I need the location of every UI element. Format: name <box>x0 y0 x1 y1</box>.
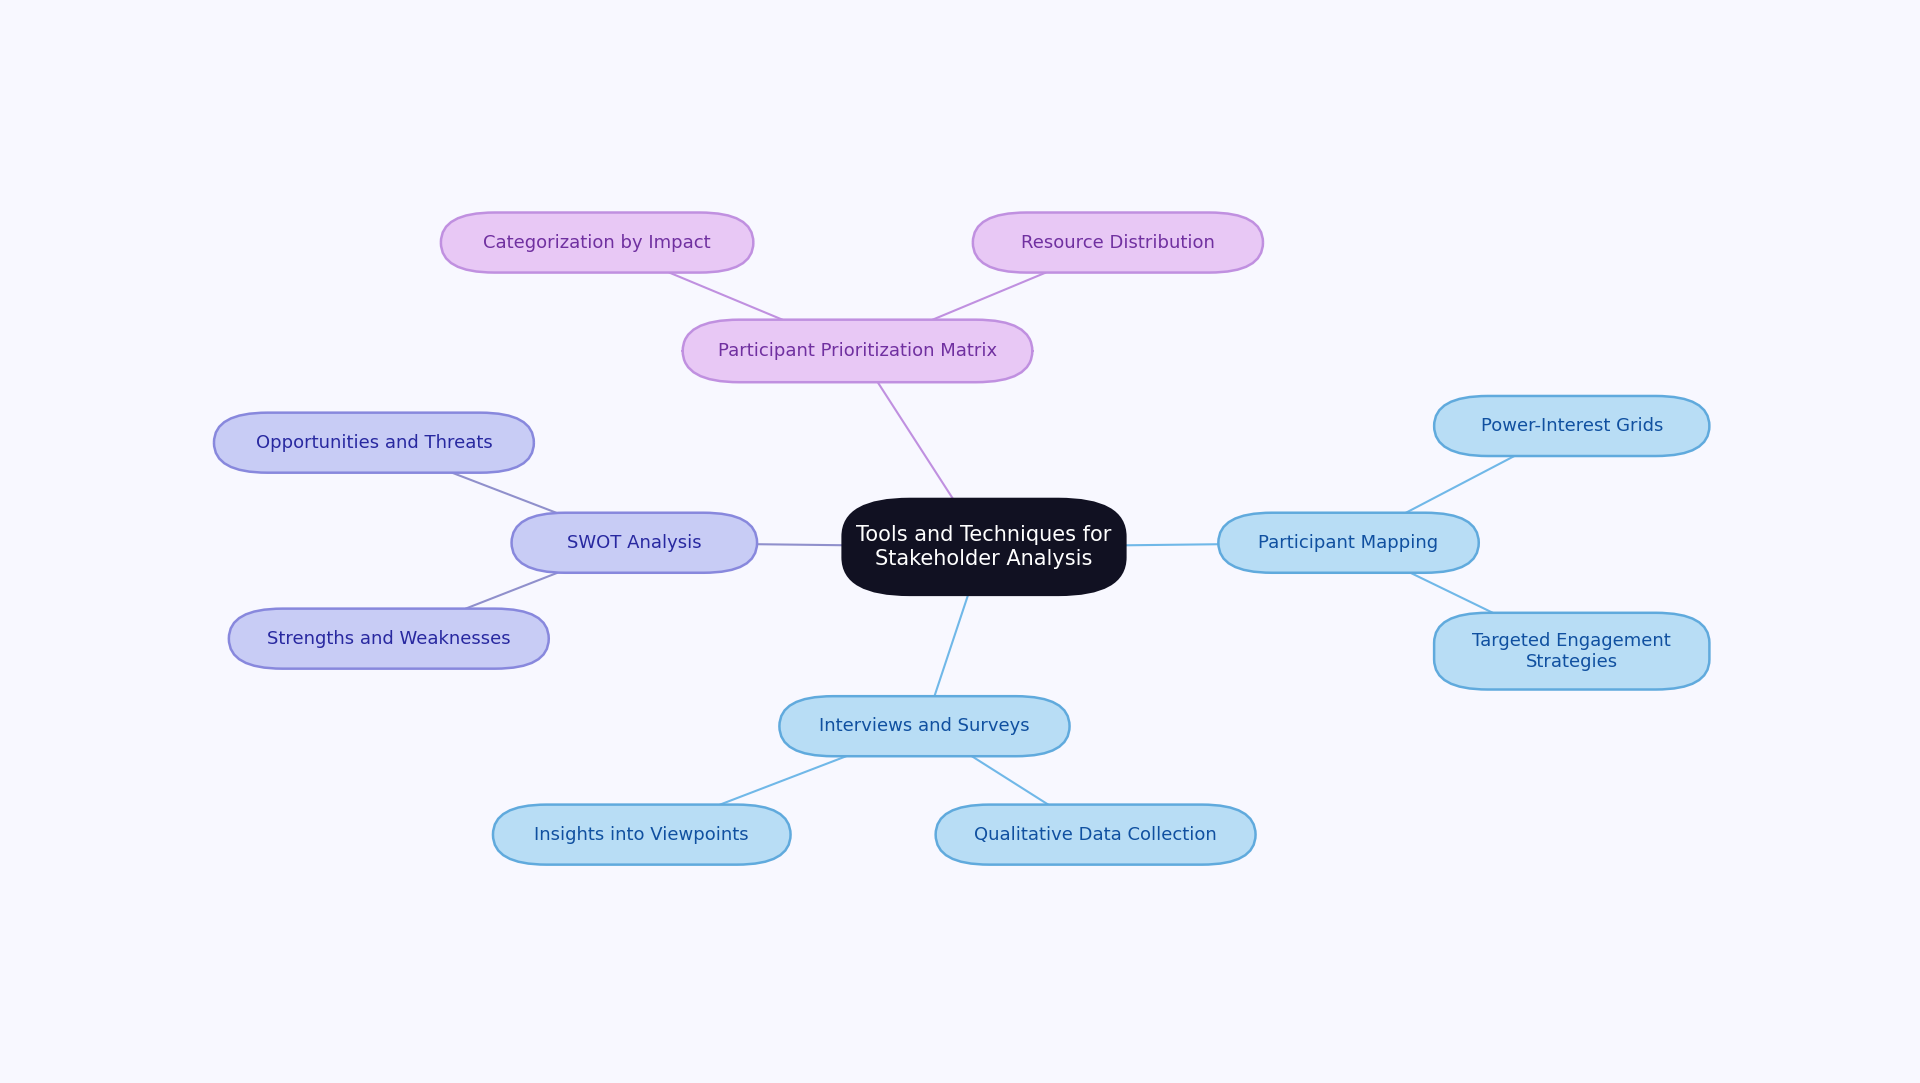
FancyBboxPatch shape <box>228 609 549 668</box>
Text: Insights into Viewpoints: Insights into Viewpoints <box>534 825 749 844</box>
Text: Participant Mapping: Participant Mapping <box>1258 534 1438 551</box>
Text: Tools and Techniques for
Stakeholder Analysis: Tools and Techniques for Stakeholder Ana… <box>856 525 1112 569</box>
FancyBboxPatch shape <box>1434 396 1709 456</box>
FancyBboxPatch shape <box>973 212 1263 273</box>
Text: Resource Distribution: Resource Distribution <box>1021 234 1215 251</box>
Text: Opportunities and Threats: Opportunities and Threats <box>255 433 492 452</box>
FancyBboxPatch shape <box>1434 613 1709 690</box>
FancyBboxPatch shape <box>442 212 753 273</box>
FancyBboxPatch shape <box>935 805 1256 864</box>
Text: Qualitative Data Collection: Qualitative Data Collection <box>973 825 1217 844</box>
FancyBboxPatch shape <box>1219 512 1478 573</box>
Text: Categorization by Impact: Categorization by Impact <box>484 234 710 251</box>
Text: Targeted Engagement
Strategies: Targeted Engagement Strategies <box>1473 631 1670 670</box>
FancyBboxPatch shape <box>511 512 756 573</box>
Text: SWOT Analysis: SWOT Analysis <box>566 534 701 551</box>
Text: Interviews and Surveys: Interviews and Surveys <box>820 717 1029 735</box>
FancyBboxPatch shape <box>493 805 791 864</box>
FancyBboxPatch shape <box>843 499 1125 595</box>
Text: Power-Interest Grids: Power-Interest Grids <box>1480 417 1663 435</box>
FancyBboxPatch shape <box>213 413 534 472</box>
Text: Strengths and Weaknesses: Strengths and Weaknesses <box>267 629 511 648</box>
FancyBboxPatch shape <box>684 319 1033 382</box>
Text: Participant Prioritization Matrix: Participant Prioritization Matrix <box>718 342 996 360</box>
FancyBboxPatch shape <box>780 696 1069 756</box>
